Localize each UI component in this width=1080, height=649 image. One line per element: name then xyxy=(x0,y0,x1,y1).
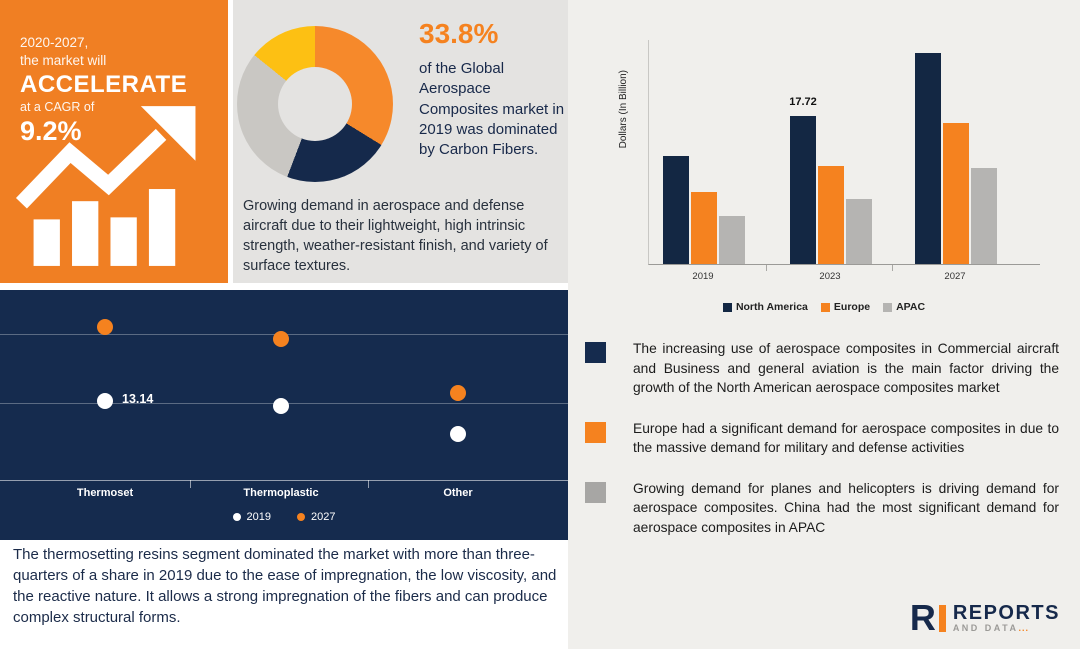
carbon-fiber-panel: 33.8% of the Global Aerospace Composites… xyxy=(233,0,568,283)
cagr-text-block: 2020-2027, the market will ACCELERATE at… xyxy=(20,34,187,147)
thermoset-paragraph: The thermosetting resins segment dominat… xyxy=(13,546,557,626)
orange-square-icon xyxy=(585,421,606,443)
resin-dot-plot-panel: 13.14 Thermoset Thermoplastic Other 2019… xyxy=(0,290,568,540)
legend-swatch-europe-icon xyxy=(820,302,830,312)
dot-data-label: 13.14 xyxy=(122,392,154,406)
x-tick-2023: 2023 xyxy=(819,271,841,282)
dot-thermoset-2027 xyxy=(97,319,113,335)
logo-anddata-text: AND DATA... xyxy=(952,623,1060,634)
bullet-europe: Europe had a significant demand for aero… xyxy=(585,419,1059,458)
bullet-apac-text: Growing demand for planes and helicopter… xyxy=(633,480,1059,536)
dot-other-2027 xyxy=(450,385,466,401)
cagr-market-will: the market will xyxy=(20,52,107,68)
donut-chart xyxy=(237,26,393,182)
legend-item-north-america: North America xyxy=(722,301,808,313)
legend-label-2027: 2027 xyxy=(311,511,336,523)
bullet-apac: Growing demand for planes and helicopter… xyxy=(585,479,1059,538)
cagr-value: 9.2% xyxy=(20,116,82,147)
dot-thermoplastic-2019 xyxy=(273,398,289,414)
logo-reports-text: REPORTS xyxy=(952,602,1060,625)
bar-2027-north-america xyxy=(915,53,941,264)
category-label-thermoset: Thermoset xyxy=(76,487,134,499)
growing-demand-paragraph: Growing demand in aerospace and defense … xyxy=(243,198,548,274)
bar-group-2023 xyxy=(790,116,872,264)
key-findings-list: The increasing use of aerospace composit… xyxy=(585,339,1059,538)
bullet-north-america: The increasing use of aerospace composit… xyxy=(585,339,1059,398)
bar-2023-apac xyxy=(846,199,872,264)
bar-2023-europe xyxy=(818,166,844,264)
carbon-share-block: 33.8% of the Global Aerospace Composites… xyxy=(419,18,567,160)
logo-anddata-label: AND DATA xyxy=(952,623,1019,634)
legend-label-europe: Europe xyxy=(833,301,871,313)
bar-chart-legend: North America Europe APAC xyxy=(568,301,1080,313)
logo-orange-bar-icon xyxy=(938,604,946,632)
dot-other-2019 xyxy=(450,426,466,442)
navy-square-icon xyxy=(585,342,606,363)
category-label-thermoplastic: Thermoplastic xyxy=(243,487,319,499)
legend-item-2019: 2019 xyxy=(232,511,271,523)
logo-r-glyph: R xyxy=(909,597,936,638)
bullet-north-america-text: The increasing use of aerospace composit… xyxy=(633,341,1059,396)
bar-2023-north-america xyxy=(790,116,816,264)
bullet-europe-text: Europe had a significant demand for aero… xyxy=(633,420,1059,456)
legend-label-apac: APAC xyxy=(896,301,926,313)
bar-2019-apac xyxy=(719,216,745,264)
gray-square-icon xyxy=(585,481,606,503)
bar-chart: Dollars (In Billion) 17.72 xyxy=(568,0,1080,330)
bar-group-2027 xyxy=(915,53,997,264)
donut-hole xyxy=(278,67,352,141)
bar-2019-europe xyxy=(691,192,717,264)
legend-swatch-apac-icon xyxy=(883,302,893,312)
x-axis-line xyxy=(0,480,568,481)
bar-2019-north-america xyxy=(663,156,689,264)
dot-thermoplastic-2027 xyxy=(273,331,289,347)
x-tick-mark xyxy=(766,265,767,271)
category-label-other: Other xyxy=(443,487,473,499)
cagr-panel: 2020-2027, the market will ACCELERATE at… xyxy=(0,0,228,283)
x-tick-mark xyxy=(892,265,893,271)
category-separator xyxy=(368,480,369,488)
logo-dots: ... xyxy=(1018,623,1029,634)
dot-thermoset-2019 xyxy=(97,393,113,409)
legend-swatch-north-america-icon xyxy=(722,302,732,312)
growth-chart-icon xyxy=(15,106,196,266)
right-panel: Dollars (In Billion) 17.72 xyxy=(568,0,1080,649)
bar-group-2019 xyxy=(663,156,745,264)
carbon-share-desc: of the Global Aerospace Composites marke… xyxy=(419,60,565,158)
legend-item-2027: 2027 xyxy=(297,511,335,523)
legend-dot-2027-icon xyxy=(297,513,305,521)
carbon-share-value: 33.8% xyxy=(419,18,499,49)
legend-dot-2019-icon xyxy=(232,513,241,521)
cagr-years: 2020-2027, xyxy=(20,35,89,50)
legend-label-2019: 2019 xyxy=(246,511,271,523)
dot-plot-legend: 2019 2027 xyxy=(0,511,568,523)
cagr-accelerate: ACCELERATE xyxy=(20,71,188,99)
bar-data-label: 17.72 xyxy=(789,96,817,108)
x-tick-2027: 2027 xyxy=(944,271,966,282)
bar-2027-apac xyxy=(971,168,997,264)
bar-chart-ylabel: Dollars (In Billion) xyxy=(618,70,629,149)
bar-chart-plot-area: 17.72 xyxy=(648,40,1040,265)
legend-item-apac: APAC xyxy=(883,301,925,313)
legend-item-europe: Europe xyxy=(820,301,871,313)
category-separator xyxy=(190,480,191,488)
legend-label-north-america: North America xyxy=(735,301,808,313)
reports-and-data-logo: R REPORTS AND DATA... xyxy=(910,600,1060,636)
x-tick-2019: 2019 xyxy=(692,271,714,282)
cagr-at-a-cagr-of: at a CAGR of xyxy=(20,100,95,115)
logo-text: REPORTS AND DATA... xyxy=(953,602,1060,634)
bar-2027-europe xyxy=(943,123,969,264)
